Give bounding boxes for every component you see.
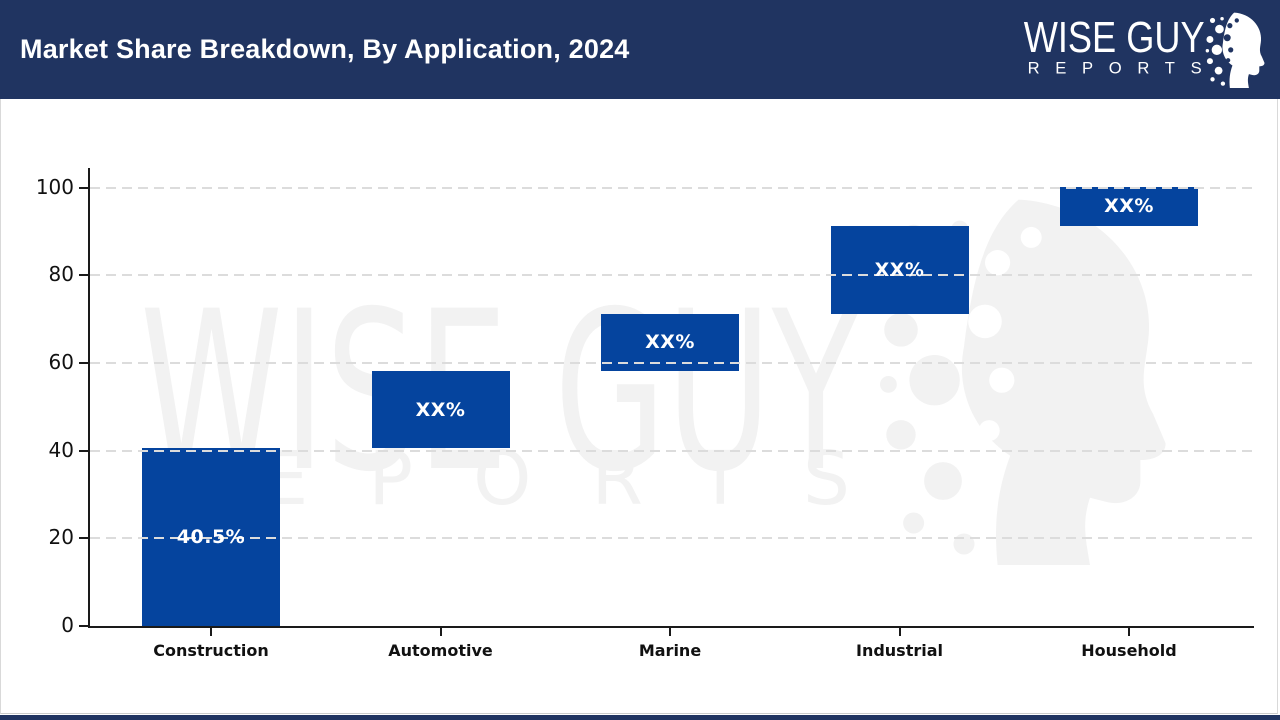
- y-axis-tick-label: 0: [61, 613, 74, 637]
- x-axis-tick: [898, 628, 901, 636]
- y-axis-tick: [79, 186, 88, 189]
- grid-line-80: [90, 274, 1253, 277]
- bar-value-label: 40.5%: [176, 526, 246, 549]
- x-category-label: Industrial: [855, 641, 943, 660]
- footer-bar: [0, 715, 1280, 720]
- x-axis-tick: [210, 628, 212, 636]
- x-category-label: Construction: [153, 641, 269, 660]
- x-category-label: Household: [1081, 641, 1177, 660]
- y-axis-tick-label: 40: [48, 437, 74, 462]
- grid-line-20: [90, 537, 1253, 540]
- header: Market Share Breakdown, By Application, …: [0, 0, 1280, 99]
- y-axis-tick: [79, 361, 88, 364]
- bar-value-label: XX%: [415, 398, 466, 421]
- grid-line-60: [90, 361, 1253, 364]
- bar-value-label: XX%: [874, 258, 925, 281]
- y-axis-tick-label: 20: [48, 525, 74, 550]
- y-axis-tick: [79, 449, 88, 452]
- x-axis-spine: [88, 626, 1254, 628]
- y-axis-tick-label: 60: [48, 349, 74, 374]
- y-axis-tick: [79, 274, 88, 277]
- y-axis-tick-label: 80: [48, 262, 74, 287]
- logo-head-icon: [1205, 12, 1265, 88]
- wiseguy-logo: WISE GUY REPORTS: [1024, 12, 1265, 88]
- y-axis-tick: [79, 625, 88, 627]
- bar-automotive: XX%: [371, 370, 510, 449]
- bar-construction: 40.5%: [142, 448, 280, 626]
- logo-line1: WISE GUY: [1024, 13, 1205, 62]
- grid-line-40: [90, 449, 1253, 452]
- x-axis-tick: [439, 628, 442, 636]
- bar-marine: XX%: [601, 313, 739, 371]
- bar-value-label: XX%: [645, 331, 695, 354]
- x-category-label: Marine: [638, 641, 702, 660]
- x-axis-tick: [1128, 628, 1130, 636]
- bar-value-label: XX%: [1104, 195, 1154, 218]
- x-axis-tick: [669, 628, 671, 636]
- x-category-label: Automotive: [388, 641, 493, 660]
- bar-household: XX%: [1060, 186, 1198, 226]
- grid-line-100: [90, 186, 1253, 189]
- bar-industrial: XX%: [830, 225, 969, 314]
- y-axis-spine: [88, 168, 90, 626]
- page-title: Market Share Breakdown, By Application, …: [20, 34, 630, 64]
- y-axis-tick: [79, 537, 88, 540]
- y-axis-tick-label: 100: [35, 174, 74, 199]
